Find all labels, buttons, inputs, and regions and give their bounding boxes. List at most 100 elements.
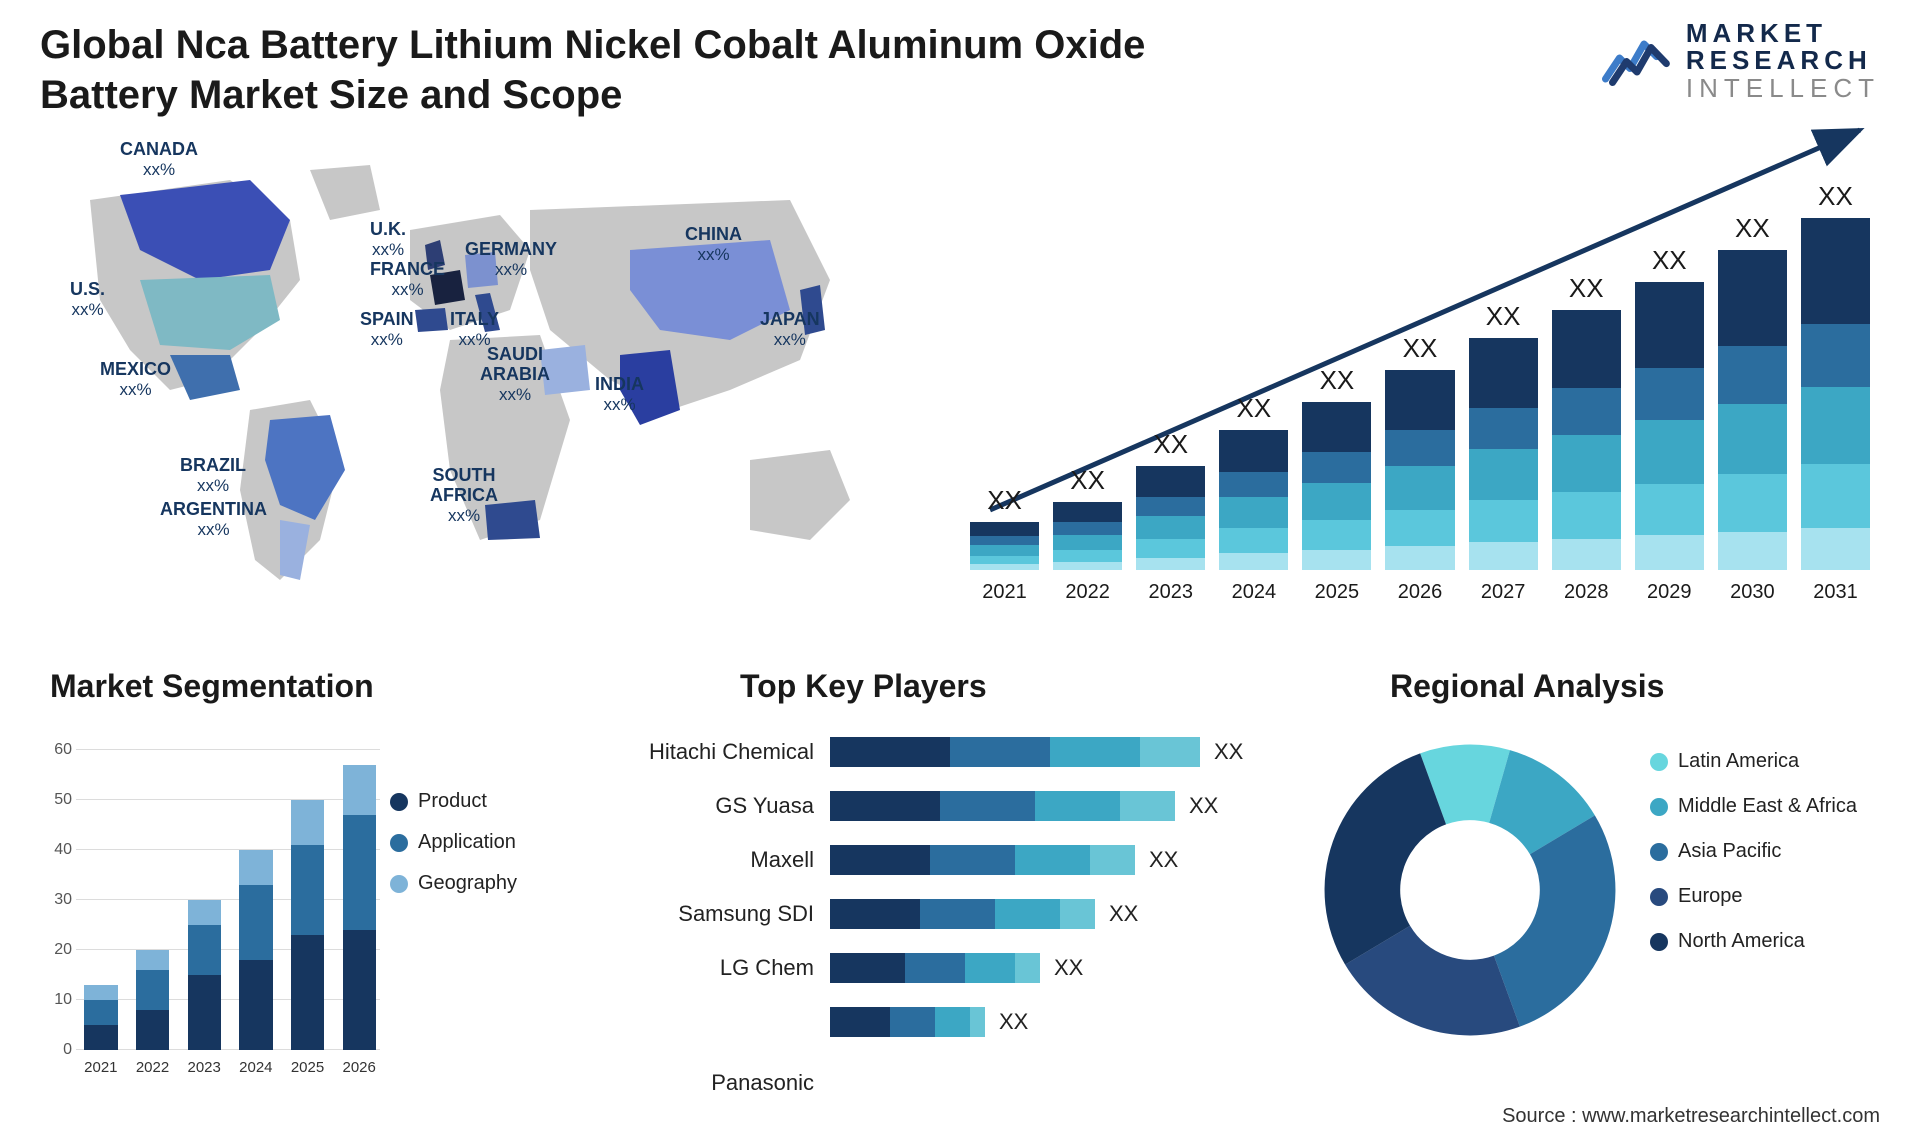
player-name: GS Yuasa [620,793,830,819]
bar-value-label: XX [1153,429,1188,460]
map-label: U.K.xx% [370,220,406,260]
main-bar: XX2027 [1469,170,1538,570]
donut-slice [1494,815,1616,1026]
main-bar-year: 2026 [1398,581,1443,604]
legend-item: Geography [390,872,560,895]
map-label: MEXICOxx% [100,360,171,400]
player-row: Panasonic [620,1054,1260,1098]
bar-value-label: XX [1818,181,1853,212]
segmentation-title: Market Segmentation [50,668,374,705]
seg-bar: 2023 [183,750,225,1050]
player-row: XX [620,1000,1260,1044]
player-name: Panasonic [620,1070,830,1096]
regional-title: Regional Analysis [1390,668,1664,705]
bar-value-label: XX [987,485,1022,516]
map-label: U.S.xx% [70,280,105,320]
legend-item: Middle East & Africa [1650,795,1880,818]
player-row: LG Chem XX [620,946,1260,990]
bar-value-label: XX [1236,393,1271,424]
seg-bar-year: 2026 [343,1059,376,1076]
bar-value-label: XX [1486,301,1521,332]
legend-item: Application [390,831,560,854]
brand-logo: MARKET RESEARCH INTELLECT [1602,20,1880,102]
map-label: BRAZILxx% [180,456,246,496]
map-label: CHINAxx% [685,225,742,265]
main-bar: XX2022 [1053,170,1122,570]
player-value: XX [1149,847,1178,873]
main-bar-chart: XX2021XX2022XX2023XX2024XX2025XX2026XX20… [960,140,1880,610]
main-bar: XX2026 [1385,170,1454,570]
legend-item: Asia Pacific [1650,840,1880,863]
player-row: Samsung SDIXX [620,892,1260,936]
regional-chart: Latin America Middle East & Africa Asia Pa… [1300,720,1880,1090]
seg-bar: 2021 [80,750,122,1050]
main-bar-year: 2024 [1232,581,1277,604]
seg-bar: 2022 [132,750,174,1050]
map-label: INDIAxx% [595,375,644,415]
logo-text: MARKET RESEARCH INTELLECT [1686,20,1880,102]
main-bar-year: 2030 [1730,581,1775,604]
player-value: XX [1054,955,1083,981]
legend-item: Product [390,790,560,813]
main-bar-year: 2023 [1148,581,1193,604]
main-bar: XX2024 [1219,170,1288,570]
source-credit: Source : www.marketresearchintellect.com [1502,1105,1880,1128]
main-bar: XX2029 [1635,170,1704,570]
main-bar: XX2030 [1718,170,1787,570]
main-bar: XX2025 [1302,170,1371,570]
main-bar: XX2028 [1552,170,1621,570]
players-title: Top Key Players [740,668,987,705]
players-chart: Hitachi Chemical XX GS Yuasa XX Maxell XX Sams… [620,730,1260,1100]
player-name: Maxell [620,847,830,873]
map-label: FRANCExx% [370,260,445,300]
player-row: GS Yuasa XX [620,784,1260,828]
main-bar-year: 2025 [1315,581,1360,604]
player-name: Samsung SDI [620,901,830,927]
map-label: SAUDIARABIAxx% [480,345,550,404]
seg-bar-year: 2022 [136,1059,169,1076]
seg-bar: 2025 [287,750,329,1050]
regional-legend: Latin America Middle East & Africa Asia Pa… [1650,750,1880,953]
bar-value-label: XX [1403,333,1438,364]
segmentation-legend: Product Application Geography [390,790,560,895]
main-bar-year: 2027 [1481,581,1526,604]
seg-bar-year: 2021 [84,1059,117,1076]
page-title: Global Nca Battery Lithium Nickel Cobalt… [40,20,1240,120]
player-name: LG Chem [620,955,830,981]
logo-mark-icon [1602,28,1672,93]
seg-bar: 2024 [235,750,277,1050]
seg-bar-year: 2025 [291,1059,324,1076]
bar-value-label: XX [1735,213,1770,244]
player-row: Hitachi Chemical XX [620,730,1260,774]
main-bar-year: 2021 [982,581,1027,604]
regional-donut [1310,730,1630,1050]
map-label: ARGENTINAxx% [160,500,267,540]
player-row: Maxell XX [620,838,1260,882]
seg-bar-year: 2024 [239,1059,272,1076]
header: Global Nca Battery Lithium Nickel Cobalt… [40,20,1880,120]
bar-value-label: XX [1070,465,1105,496]
seg-bar: 2026 [338,750,380,1050]
player-value: XX [1189,793,1218,819]
segmentation-chart: 0102030405060 202120222023202420252026 P… [40,730,560,1090]
main-bar-year: 2029 [1647,581,1692,604]
player-name: Hitachi Chemical [620,739,830,765]
player-value: XX [999,1009,1028,1035]
main-bar-year: 2022 [1065,581,1110,604]
legend-item: Latin America [1650,750,1880,773]
bar-value-label: XX [1652,245,1687,276]
player-value: XX [1214,739,1243,765]
bar-value-label: XX [1569,273,1604,304]
legend-item: Europe [1650,885,1880,908]
map-label: GERMANYxx% [465,240,557,280]
main-bar-year: 2031 [1813,581,1858,604]
main-bar: XX2021 [970,170,1039,570]
world-map: CANADAxx%U.S.xx%MEXICOxx%BRAZILxx%ARGENT… [30,150,890,610]
legend-item: North America [1650,930,1880,953]
donut-slice [1325,753,1447,964]
seg-bar-year: 2023 [187,1059,220,1076]
map-label: SPAINxx% [360,310,414,350]
main-bar-year: 2028 [1564,581,1609,604]
bar-value-label: XX [1320,365,1355,396]
main-bar: XX2023 [1136,170,1205,570]
